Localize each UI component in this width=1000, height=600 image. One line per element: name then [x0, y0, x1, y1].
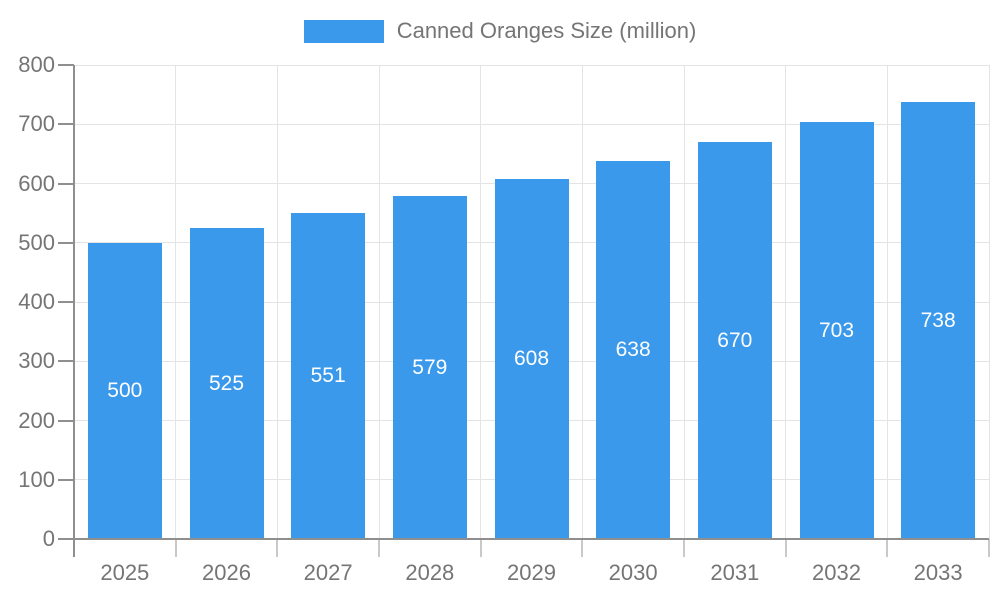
x-axis-tick	[988, 539, 990, 557]
y-axis-line	[73, 65, 75, 557]
bar-2032[interactable]: 703	[799, 122, 874, 539]
legend: Canned Oranges Size (million)	[0, 18, 1000, 44]
bar-2029[interactable]: 608	[494, 178, 569, 539]
y-axis-label: 700	[18, 111, 55, 137]
y-axis-label: 300	[18, 348, 55, 374]
legend-label: Canned Oranges Size (million)	[396, 18, 697, 43]
bar-2031[interactable]: 670	[697, 142, 772, 539]
y-axis-tick	[58, 182, 74, 185]
v-gridline	[785, 65, 787, 539]
y-axis-tick	[58, 360, 74, 363]
h-gridline	[74, 64, 989, 66]
bar-value-label: 579	[412, 355, 448, 379]
x-axis-label: 2025	[100, 560, 150, 585]
y-axis-tick	[58, 301, 74, 303]
bar-2025[interactable]: 500	[87, 242, 162, 539]
y-axis-tick	[58, 123, 74, 126]
x-axis-label: 2027	[303, 560, 353, 585]
x-axis-tick	[378, 539, 380, 557]
x-axis-tick	[886, 539, 889, 557]
bar-2026[interactable]: 525	[189, 227, 264, 539]
x-axis-tick	[784, 539, 787, 557]
x-axis-label: 2031	[710, 560, 760, 585]
x-axis-label: 2030	[608, 560, 658, 585]
v-gridline	[988, 65, 990, 539]
x-axis-label: 2029	[507, 560, 556, 585]
v-gridline	[683, 65, 685, 539]
v-gridline	[886, 65, 888, 539]
x-axis-label: 2033	[913, 560, 963, 585]
bar-value-label: 500	[107, 379, 143, 403]
y-axis-label: 800	[18, 52, 55, 77]
x-axis-label: 2032	[812, 560, 861, 585]
bar-value-label: 551	[310, 364, 346, 388]
y-axis-tick	[58, 241, 74, 244]
h-gridline	[74, 123, 989, 125]
x-axis-label: 2028	[405, 560, 455, 585]
bar-value-label: 670	[717, 329, 753, 352]
bar-2027[interactable]: 551	[291, 212, 366, 539]
x-axis-line	[58, 538, 989, 540]
x-axis-tick	[479, 539, 482, 557]
y-axis-label: 200	[18, 407, 55, 433]
bar-value-label: 608	[513, 347, 550, 371]
y-axis-label: 0	[42, 526, 55, 551]
v-gridline	[378, 65, 380, 539]
x-axis-tick	[581, 539, 584, 557]
legend-item-canned-oranges[interactable]: Canned Oranges Size (million)	[303, 18, 697, 44]
v-gridline	[581, 65, 583, 539]
bar-value-label: 703	[818, 319, 855, 343]
y-axis-label: 400	[18, 289, 55, 314]
v-gridline	[480, 65, 482, 539]
bar-value-label: 525	[208, 371, 245, 395]
bar-2030[interactable]: 638	[596, 160, 671, 539]
legend-swatch-icon	[303, 19, 384, 43]
x-axis-tick	[683, 539, 685, 557]
y-axis-label: 500	[18, 229, 55, 255]
x-axis-tick	[276, 539, 279, 557]
y-axis-label: 600	[18, 170, 55, 196]
y-axis-label: 100	[18, 466, 55, 492]
x-axis-label: 2026	[202, 560, 251, 585]
bar-2028[interactable]: 579	[392, 195, 467, 539]
x-axis-tick	[174, 539, 177, 557]
bar-2033[interactable]: 738	[901, 101, 976, 539]
bar-value-label: 638	[615, 338, 651, 362]
v-gridline	[175, 65, 177, 539]
y-axis-tick	[58, 419, 74, 422]
bar-value-label: 738	[920, 308, 956, 332]
y-axis-tick	[58, 64, 74, 66]
y-axis-tick	[58, 478, 74, 481]
v-gridline	[276, 65, 278, 539]
